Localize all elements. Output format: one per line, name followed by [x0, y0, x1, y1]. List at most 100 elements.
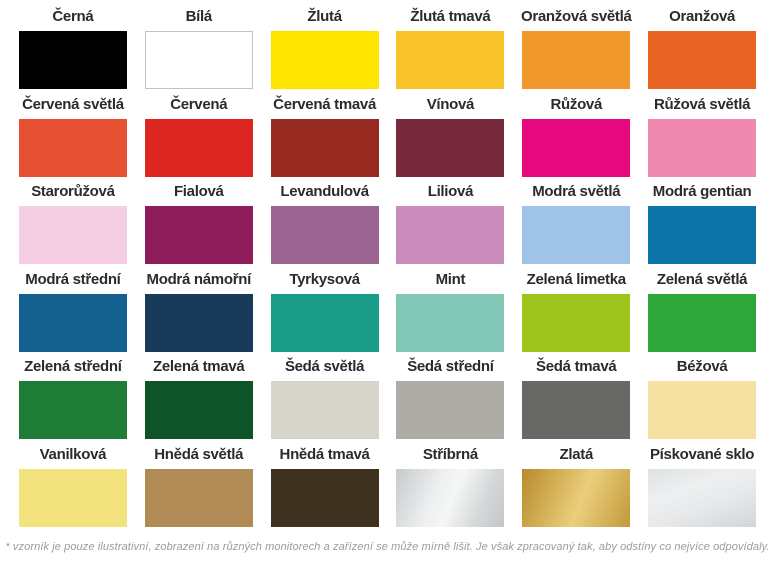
swatch-cell: Šedá střední — [388, 356, 514, 444]
swatch-cell: Hnědá světlá — [136, 444, 262, 532]
swatch-cell: Modrá světlá — [513, 181, 639, 269]
swatch-cell: Oranžová — [639, 6, 765, 94]
swatch-label: Bílá — [185, 8, 213, 25]
swatch-label: Žlutá — [307, 8, 342, 25]
swatch-cell: Zelená střední — [10, 356, 136, 444]
color-swatch — [270, 118, 379, 177]
swatch-label: Zelená tmavá — [153, 358, 245, 375]
swatch-label: Modrá střední — [25, 270, 121, 288]
swatch-cell: Modrá námořní — [136, 269, 262, 357]
color-swatch — [18, 293, 127, 352]
color-swatch — [18, 468, 127, 527]
swatch-cell: Zlatá — [513, 444, 639, 532]
color-swatch — [144, 118, 253, 177]
swatch-cell: Starorůžová — [10, 181, 136, 269]
color-swatch — [648, 118, 757, 177]
swatch-label: Béžová — [676, 358, 728, 375]
swatch-label: Zelená limetka — [526, 270, 626, 288]
color-swatch — [648, 206, 757, 264]
swatch-cell: Hnědá tmavá — [262, 444, 388, 532]
color-swatch — [18, 381, 127, 439]
swatch-label: Oranžová světlá — [520, 8, 632, 25]
swatch-cell: Stříbrná — [388, 444, 514, 532]
swatch-label: Šedá světlá — [284, 358, 365, 375]
color-swatch — [396, 293, 505, 352]
swatch-label: Modrá světlá — [532, 183, 621, 200]
swatch-label: Starorůžová — [31, 183, 115, 200]
swatch-cell: Černá — [10, 6, 136, 94]
swatch-cell: Vínová — [388, 94, 514, 182]
swatch-label: Šedá tmavá — [536, 358, 617, 375]
swatch-cell: Bílá — [136, 6, 262, 94]
color-swatch — [522, 468, 631, 527]
swatch-label: Červená tmavá — [273, 95, 376, 113]
swatch-cell: Pískované sklo — [639, 444, 765, 532]
swatch-label: Oranžová — [669, 8, 736, 25]
color-swatch — [270, 293, 379, 352]
color-swatch — [522, 206, 631, 264]
swatch-label: Hnědá světlá — [154, 445, 244, 463]
color-swatch — [18, 118, 127, 177]
color-swatch — [144, 31, 253, 89]
swatch-label: Zelená světlá — [656, 270, 748, 288]
swatch-cell: Zelená světlá — [639, 269, 765, 357]
swatch-label: Hnědá tmavá — [279, 445, 370, 463]
swatch-cell: Levandulová — [262, 181, 388, 269]
swatch-cell: Liliová — [388, 181, 514, 269]
swatch-cell: Vanilková — [10, 444, 136, 532]
swatch-label: Růžová — [550, 95, 603, 113]
swatch-cell: Červená — [136, 94, 262, 182]
swatch-label: Červená světlá — [22, 95, 124, 113]
swatch-label: Zelená střední — [24, 358, 122, 375]
swatch-label: Zlatá — [559, 445, 593, 463]
swatch-cell: Mint — [388, 269, 514, 357]
swatch-cell: Šedá tmavá — [513, 356, 639, 444]
color-swatch — [648, 381, 757, 439]
swatch-label: Černá — [52, 8, 94, 25]
color-swatch — [270, 381, 379, 439]
swatch-label: Tyrkysová — [289, 270, 360, 288]
swatch-label: Šedá střední — [407, 358, 494, 375]
swatch-label: Fialová — [173, 183, 224, 200]
color-swatch — [396, 206, 505, 264]
color-swatch — [270, 31, 379, 89]
color-swatch — [648, 31, 757, 89]
swatch-cell: Tyrkysová — [262, 269, 388, 357]
palette-grid: Černá Bílá Žlutá Žlutá tmavá Oranžová světlá… — [10, 6, 765, 532]
color-swatch — [144, 293, 253, 352]
swatch-cell: Béžová — [639, 356, 765, 444]
swatch-cell: Modrá gentian — [639, 181, 765, 269]
swatch-label: Modrá gentian — [652, 183, 752, 200]
swatch-label: Stříbrná — [422, 445, 478, 463]
disclaimer-note: * vzorník je pouze ilustrativní, zobraze… — [5, 541, 770, 553]
color-swatch — [648, 293, 757, 352]
color-swatch — [396, 468, 505, 527]
swatch-cell: Zelená tmavá — [136, 356, 262, 444]
color-swatch — [522, 31, 631, 89]
color-swatch — [396, 118, 505, 177]
swatch-cell: Oranžová světlá — [513, 6, 639, 94]
swatch-cell: Růžová — [513, 94, 639, 182]
swatch-cell: Fialová — [136, 181, 262, 269]
swatch-cell: Šedá světlá — [262, 356, 388, 444]
swatch-label: Vínová — [426, 95, 475, 113]
color-swatch — [144, 206, 253, 264]
color-swatch — [522, 118, 631, 177]
swatch-label: Mint — [435, 270, 466, 288]
color-swatch — [144, 381, 253, 439]
swatch-cell: Červená tmavá — [262, 94, 388, 182]
color-swatch — [18, 206, 127, 264]
swatch-cell: Žlutá tmavá — [388, 6, 514, 94]
swatch-label: Modrá námořní — [146, 270, 252, 288]
color-swatch — [396, 31, 505, 89]
swatch-cell: Růžová světlá — [639, 94, 765, 182]
swatch-cell: Žlutá — [262, 6, 388, 94]
swatch-cell: Červená světlá — [10, 94, 136, 182]
swatch-label: Žlutá tmavá — [410, 8, 491, 25]
swatch-label: Liliová — [427, 183, 474, 200]
color-swatch — [522, 293, 631, 352]
swatch-label: Pískované sklo — [649, 445, 755, 463]
color-swatch — [270, 206, 379, 264]
color-swatch — [648, 468, 757, 527]
